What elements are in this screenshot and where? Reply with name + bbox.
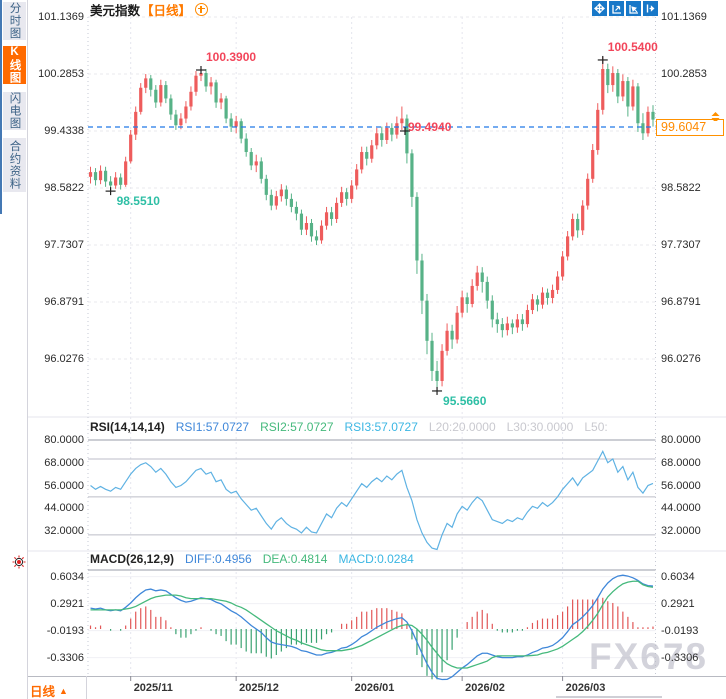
symbol-title: 美元指数 xyxy=(90,3,141,18)
xaxis-border xyxy=(28,676,726,677)
legend-item: MACD:0.0284 xyxy=(338,551,414,566)
macd-legend: MACD(26,12,9) DIFF:0.4956 DEA:0.4814 MACD:0… xyxy=(90,551,425,566)
axis-scale-icon[interactable] xyxy=(626,1,641,16)
legend-item: RSI3:57.0727 xyxy=(344,419,418,434)
sidebar-accent-strip xyxy=(0,0,2,214)
chart-toolbar xyxy=(592,1,658,16)
collapse-circle-icon[interactable] xyxy=(195,2,209,16)
rsi-legend: RSI(14,14,14) RSI1:57.0727 RSI2:57.0727 RSI… xyxy=(90,419,619,434)
sidebar-tab-candle-chart[interactable]: K线图 xyxy=(3,46,26,84)
legend-item: DIFF:0.4956 xyxy=(185,551,252,566)
legend-item: L50: xyxy=(584,419,608,434)
axis-zoom-icon[interactable] xyxy=(609,1,624,16)
sun-icon xyxy=(12,555,26,574)
sidebar-tab-flash-chart[interactable]: 闪电图 xyxy=(3,92,26,130)
legend-item: RSI(14,14,14) xyxy=(90,419,165,434)
move-icon[interactable] xyxy=(592,1,607,16)
chart-header: 美元指数 【日线】 xyxy=(90,1,209,18)
legend-item: DEA:0.4814 xyxy=(262,551,328,566)
timeframe-selector[interactable]: 日线 ▲ xyxy=(30,681,68,699)
sidebar-tab-time-chart[interactable]: 分时图 xyxy=(3,2,26,40)
timeframe-label: 日线 xyxy=(30,685,56,699)
h-scrollbar[interactable] xyxy=(556,696,662,698)
sidebar: 分时图 K线图 闪电图 合约资料 xyxy=(0,0,28,699)
bar-divider xyxy=(86,676,87,699)
legend-item: MACD(26,12,9) xyxy=(90,551,175,566)
legend-item: RSI1:57.0727 xyxy=(175,419,250,434)
legend-item: L30:30.0000 xyxy=(506,419,574,434)
price-up-arrow-icon xyxy=(708,109,723,127)
current-price-box: 99.6047 xyxy=(656,119,724,136)
sidebar-tab-contract-info[interactable]: 合约资料 xyxy=(3,138,26,192)
legend-item: L20:20.0000 xyxy=(428,419,496,434)
legend-item: RSI2:57.0727 xyxy=(260,419,334,434)
dropdown-up-arrow-icon: ▲ xyxy=(59,685,68,696)
pan-right-icon[interactable] xyxy=(643,1,658,16)
timeframe-title: 【日线】 xyxy=(141,3,192,18)
